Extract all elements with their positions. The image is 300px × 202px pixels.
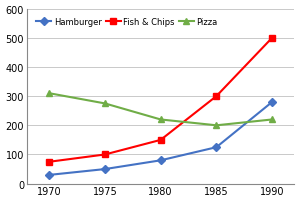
Legend: Hamburger, Fish & Chips, Pizza: Hamburger, Fish & Chips, Pizza: [34, 15, 220, 29]
Line: Hamburger: Hamburger: [46, 100, 275, 178]
Fish & Chips: [214, 95, 218, 98]
Pizza: [270, 119, 274, 121]
Hamburger: [103, 168, 107, 170]
Pizza: [47, 93, 51, 95]
Fish & Chips: [159, 139, 162, 141]
Line: Pizza: Pizza: [46, 91, 275, 128]
Hamburger: [159, 159, 162, 162]
Fish & Chips: [270, 37, 274, 40]
Line: Fish & Chips: Fish & Chips: [46, 36, 275, 165]
Fish & Chips: [47, 161, 51, 163]
Pizza: [103, 103, 107, 105]
Hamburger: [270, 101, 274, 104]
Fish & Chips: [103, 154, 107, 156]
Pizza: [159, 119, 162, 121]
Pizza: [214, 124, 218, 127]
Hamburger: [47, 174, 51, 176]
Hamburger: [214, 146, 218, 149]
